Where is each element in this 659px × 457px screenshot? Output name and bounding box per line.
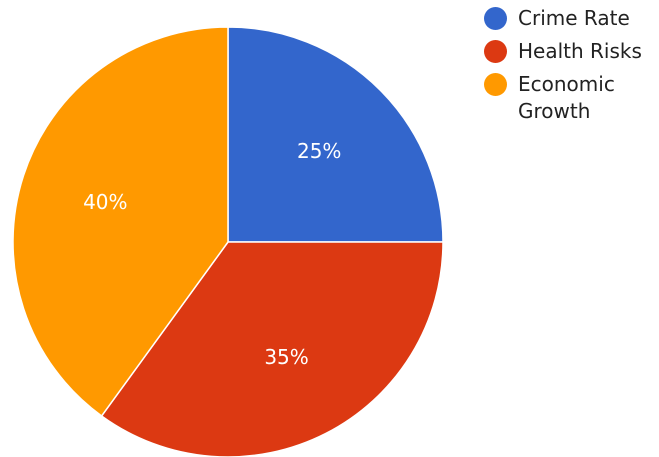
legend-item-economic-growth: Economic Growth	[484, 71, 654, 125]
legend-item-crime-rate: Crime Rate	[484, 5, 654, 32]
legend-swatch-health-risks	[484, 40, 507, 63]
pie-slices	[12, 26, 444, 457]
slice-label-economic-growth: 40%	[83, 190, 127, 214]
legend-item-health-risks: Health Risks	[484, 38, 654, 65]
pie-slice-economic-growth	[12, 26, 229, 417]
pie-slice-health-risks	[100, 241, 444, 457]
pie-slice-labels: 25% 35% 40%	[83, 139, 341, 369]
slice-label-health-risks: 35%	[264, 345, 308, 369]
legend-label-crime-rate: Crime Rate	[518, 6, 630, 30]
legend-swatch-economic-growth	[484, 73, 507, 96]
slice-label-crime-rate: 25%	[297, 139, 341, 163]
pie-slice-crime-rate	[227, 26, 444, 243]
legend-label-health-risks: Health Risks	[518, 39, 642, 63]
legend-swatch-crime-rate	[484, 7, 507, 30]
chart-legend: Crime Rate Health Risks Economic Growth	[484, 5, 654, 131]
legend-label-economic-growth: Economic Growth	[518, 72, 615, 123]
